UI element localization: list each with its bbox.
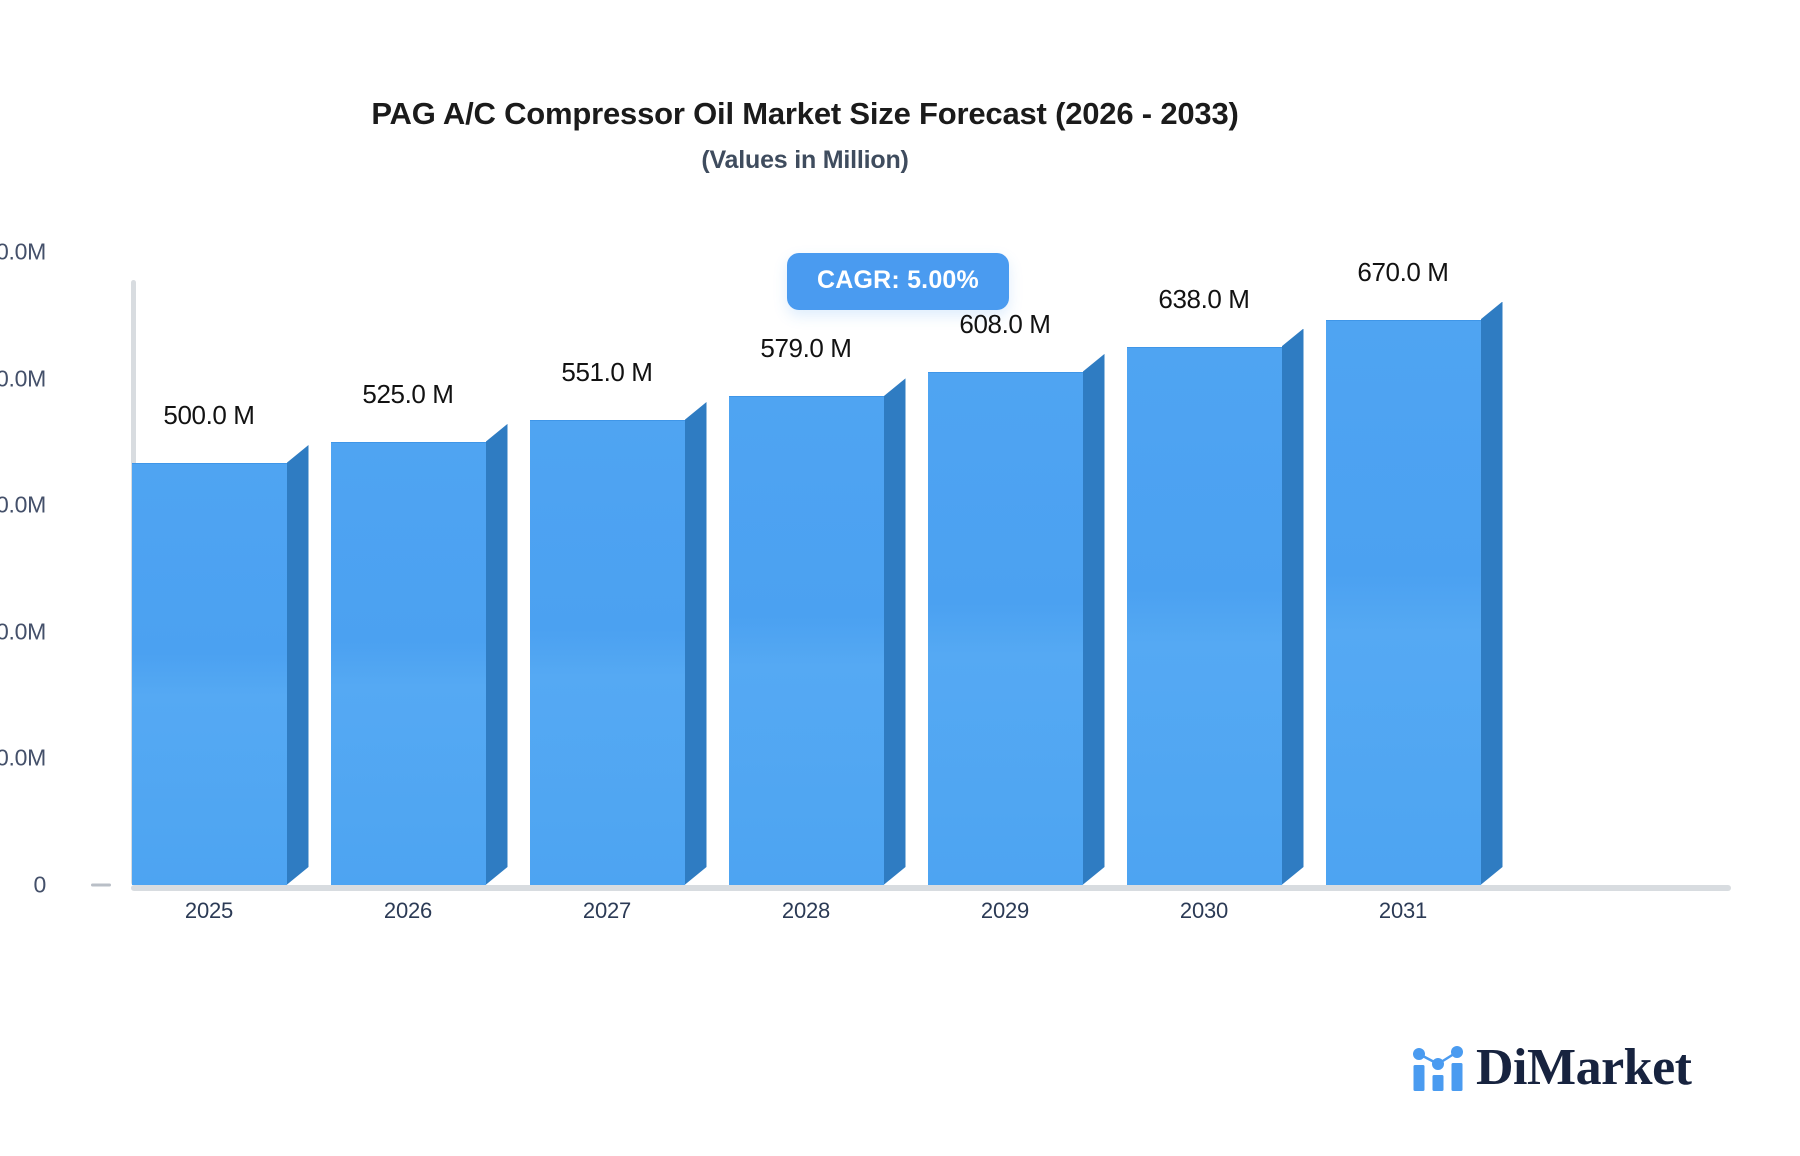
bar-side-face: [1480, 301, 1503, 885]
y-axis-tick-label: 750.0M: [0, 238, 46, 265]
bar-side-face: [1082, 353, 1105, 885]
bar-side-face: [1281, 328, 1304, 885]
bar-2029[interactable]: 608.0 M: [927, 309, 1105, 885]
bar-front-face: [131, 463, 287, 885]
bar-value-label: 551.0 M: [561, 356, 653, 387]
bar-value-label: 500.0 M: [163, 400, 255, 430]
bar-chart-logo-icon: [1413, 1046, 1463, 1091]
bar-2026[interactable]: 525.0 M: [330, 379, 508, 885]
bar-2028[interactable]: 579.0 M: [728, 333, 906, 885]
y-axis-zero-tick-mark: [91, 883, 111, 887]
plot-area: 0 150.0M 300.0M 450.0M 600.0M 750.0M 500.0 M 5…: [0, 239, 1731, 923]
y-axis-tick-label: 150.0M: [0, 744, 46, 771]
chart-subtitle: (Values in Million): [701, 146, 909, 174]
logo-wordmark: DiMarket: [1476, 1039, 1692, 1096]
bar-front-face: [1126, 346, 1282, 885]
y-axis-tick-label: 300.0M: [0, 618, 46, 645]
bar-2027[interactable]: 551.0 M: [529, 357, 707, 885]
bar-side-face: [684, 401, 707, 885]
cagr-badge: CAGR: 5.00%: [787, 253, 1009, 310]
bar-value-label: 608.0 M: [959, 308, 1051, 339]
x-axis-tick-label: 2029: [980, 898, 1030, 923]
bar-front-face: [330, 441, 486, 885]
x-axis-line: [131, 885, 1731, 891]
x-axis-tick-label: 2030: [1179, 898, 1229, 923]
bar-side-face: [286, 445, 309, 885]
x-axis-tick-label: 2027: [582, 898, 632, 923]
bar-front-face: [728, 396, 884, 885]
bar-value-label: 638.0 M: [1158, 283, 1250, 314]
y-axis-tick-label: 0: [33, 871, 47, 898]
bar-2025[interactable]: 500.0 M: [131, 400, 309, 885]
bar-value-label: 525.0 M: [362, 378, 454, 409]
bar-front-face: [1325, 319, 1481, 885]
bar-value-label: 670.0 M: [1357, 256, 1449, 287]
y-axis-tick-label: 450.0M: [0, 491, 46, 518]
bar-side-face: [485, 423, 508, 885]
bar-side-face: [883, 378, 906, 885]
brand-logo: DiMarket: [1412, 1039, 1692, 1096]
x-axis-tick-label: 2031: [1378, 898, 1428, 923]
bar-value-label: 579.0 M: [760, 333, 852, 364]
x-axis-tick-label: 2026: [383, 898, 433, 923]
y-axis-tick-label: 600.0M: [0, 365, 46, 392]
x-axis-tick-label: 2028: [781, 898, 831, 923]
bar-2031[interactable]: 670.0 M: [1325, 257, 1503, 885]
x-axis-tick-label: 2025: [184, 898, 234, 923]
chart-title: PAG A/C Compressor Oil Market Size Forec…: [371, 96, 1239, 131]
bar-2030[interactable]: 638.0 M: [1126, 284, 1304, 885]
bar-front-face: [927, 371, 1083, 885]
bar-front-face: [529, 419, 685, 885]
